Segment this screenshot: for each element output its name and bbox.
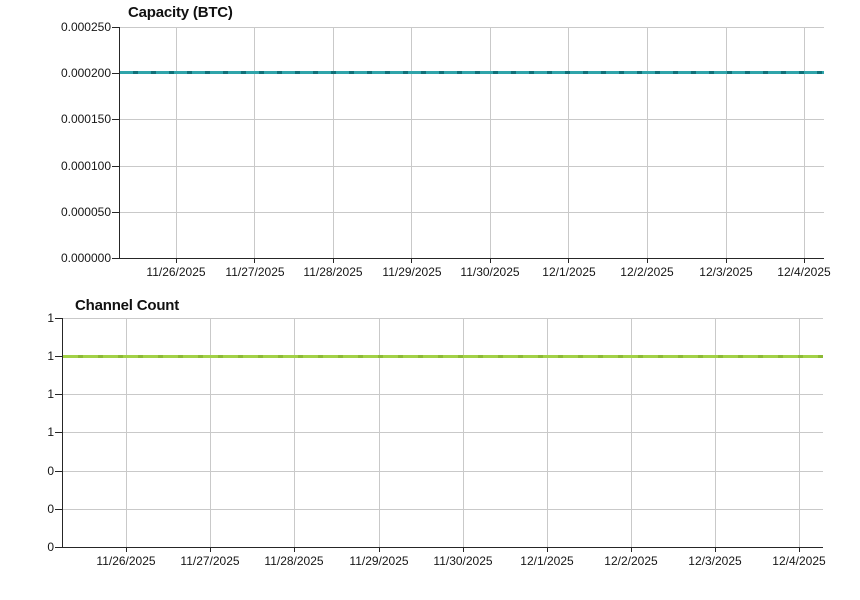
channel-count-plot-area: 1 1 1 1 0 0 0 11/26/2025 11/27/2025 11/2…: [47, 311, 825, 568]
y-tick-mark: [55, 356, 62, 357]
y-tick-label: 1: [47, 311, 54, 325]
gridline-vertical: [379, 318, 380, 547]
gridline-horizontal: [120, 119, 824, 120]
x-tick-label: 11/28/2025: [264, 554, 324, 568]
x-tick-label: 11/30/2025: [460, 265, 520, 279]
x-tick-mark: [631, 547, 632, 552]
x-tick-label: 12/4/2025: [777, 265, 831, 279]
gridline-vertical: [294, 318, 295, 547]
gridline-horizontal: [120, 212, 824, 213]
y-tick-label: 1: [47, 387, 54, 401]
x-tick-mark: [210, 547, 211, 552]
x-tick-mark: [379, 547, 380, 552]
gridline-vertical: [333, 27, 334, 258]
x-tick-label: 11/30/2025: [433, 554, 493, 568]
x-tick-mark: [126, 547, 127, 552]
x-tick-label: 11/27/2025: [180, 554, 240, 568]
channel-count-series-line: [63, 355, 823, 358]
x-tick-mark: [568, 258, 569, 263]
y-tick-mark: [55, 394, 62, 395]
y-tick-label: 1: [47, 425, 54, 439]
x-tick-mark: [463, 547, 464, 552]
capacity-series-line: [120, 71, 824, 74]
x-tick-label: 11/29/2025: [349, 554, 409, 568]
x-tick-label: 11/27/2025: [225, 265, 285, 279]
y-tick-label: 0.000250: [60, 20, 111, 34]
gridline-vertical: [631, 318, 632, 547]
y-tick-mark: [55, 509, 62, 510]
x-tick-label: 11/26/2025: [96, 554, 156, 568]
x-tick-mark: [799, 547, 800, 552]
gridline-horizontal: [63, 509, 823, 510]
gridline-vertical: [715, 318, 716, 547]
y-tick-label: 0.000000: [60, 251, 111, 265]
y-tick-label: 0.000100: [60, 159, 111, 173]
gridline-vertical: [799, 318, 800, 547]
x-tick-label: 12/2/2025: [604, 554, 658, 568]
gridline-vertical: [411, 27, 412, 258]
gridline-vertical: [176, 27, 177, 258]
gridline-horizontal: [63, 432, 823, 433]
y-tick-label: 1: [47, 349, 54, 363]
y-tick-mark: [112, 166, 119, 167]
y-tick-label: 0.000050: [60, 205, 111, 219]
capacity-chart-title: Capacity (BTC): [128, 4, 233, 21]
x-tick-mark: [547, 547, 548, 552]
x-tick-label: 11/29/2025: [382, 265, 442, 279]
gridline-vertical: [254, 27, 255, 258]
y-tick-label: 0: [47, 540, 54, 554]
capacity-plot-area: 0.000250 0.000200 0.000150 0.000100 0.00…: [61, 20, 831, 279]
gridline-horizontal: [63, 471, 823, 472]
gridline-vertical: [726, 27, 727, 258]
y-tick-label: 0.000200: [60, 66, 111, 80]
gridline-vertical: [647, 27, 648, 258]
x-tick-mark: [176, 258, 177, 263]
y-tick-mark: [112, 27, 119, 28]
x-tick-label: 11/28/2025: [303, 265, 363, 279]
x-tick-mark: [647, 258, 648, 263]
x-tick-label: 12/1/2025: [520, 554, 574, 568]
x-tick-mark: [333, 258, 334, 263]
x-tick-mark: [726, 258, 727, 263]
y-tick-label: 0.000150: [60, 112, 111, 126]
x-tick-mark: [804, 258, 805, 263]
y-tick-mark: [55, 318, 62, 319]
y-tick-mark: [55, 471, 62, 472]
gridline-vertical: [126, 318, 127, 547]
y-tick-mark: [112, 258, 119, 259]
channel-count-chart-title: Channel Count: [75, 297, 180, 314]
gridline-vertical: [547, 318, 548, 547]
y-tick-mark: [55, 432, 62, 433]
x-tick-label: 12/3/2025: [688, 554, 742, 568]
gridline-horizontal: [120, 27, 824, 28]
gridline-horizontal: [63, 394, 823, 395]
x-tick-mark: [294, 547, 295, 552]
y-tick-mark: [112, 212, 119, 213]
x-tick-label: 12/2/2025: [620, 265, 674, 279]
x-tick-mark: [715, 547, 716, 552]
y-tick-label: 0: [47, 502, 54, 516]
x-tick-label: 12/1/2025: [542, 265, 596, 279]
x-tick-mark: [411, 258, 412, 263]
y-tick-label: 0: [47, 464, 54, 478]
y-tick-mark: [55, 547, 62, 548]
gridline-vertical: [490, 27, 491, 258]
gridline-horizontal: [120, 166, 824, 167]
gridline-vertical: [804, 27, 805, 258]
gridline-horizontal: [63, 318, 823, 319]
gridline-vertical: [463, 318, 464, 547]
y-tick-mark: [112, 119, 119, 120]
x-tick-mark: [490, 258, 491, 263]
x-tick-label: 11/26/2025: [146, 265, 206, 279]
y-tick-mark: [112, 73, 119, 74]
x-tick-mark: [254, 258, 255, 263]
gridline-vertical: [568, 27, 569, 258]
x-tick-label: 12/3/2025: [699, 265, 753, 279]
gridline-vertical: [210, 318, 211, 547]
x-tick-label: 12/4/2025: [772, 554, 826, 568]
